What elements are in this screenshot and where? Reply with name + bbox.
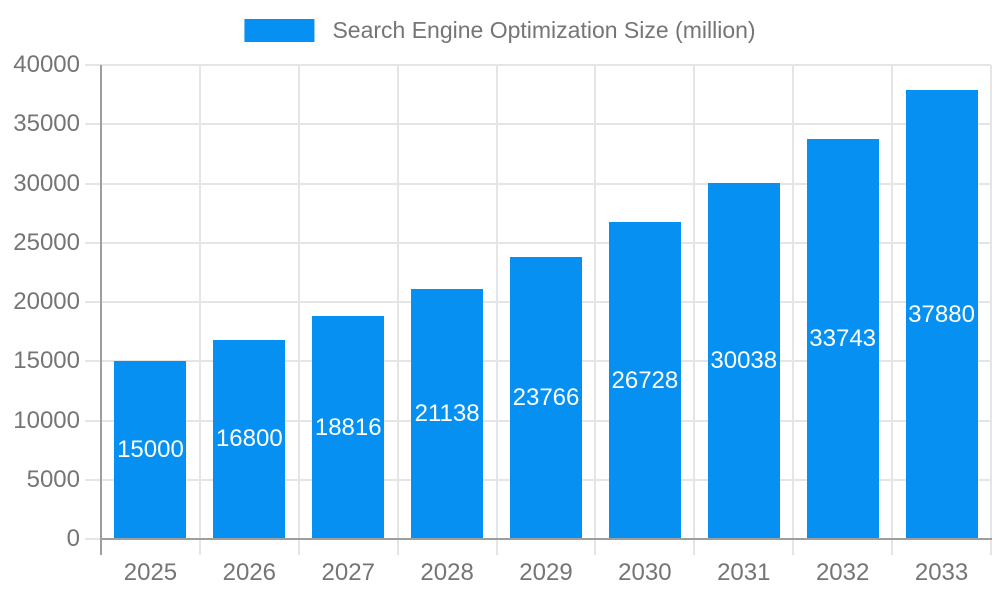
y-tick-label: 35000 (13, 110, 80, 138)
v-gridline (198, 65, 201, 555)
bar-value-label: 23766 (512, 384, 580, 412)
y-axis-tick (85, 538, 101, 540)
bar: 23766 (510, 257, 582, 539)
x-tick-label: 2033 (914, 559, 969, 586)
legend: Search Engine Optimization Size (million… (244, 17, 756, 43)
bar-value-label: 16800 (215, 425, 283, 453)
bar-value-label: 30038 (710, 347, 778, 375)
h-gridline (85, 182, 991, 185)
bar: 37880 (905, 90, 978, 539)
bar-value-label: 18816 (314, 413, 382, 441)
y-tick-label: 5000 (26, 465, 80, 493)
bar: 33743 (806, 139, 879, 539)
bar-value-label: 15000 (117, 436, 184, 464)
x-tick-label: 2027 (321, 559, 375, 586)
y-tick-label: 10000 (13, 406, 80, 434)
v-gridline (990, 65, 992, 555)
bar-value-label: 26728 (611, 366, 679, 394)
bar: 30038 (707, 183, 780, 539)
y-tick-label: 30000 (13, 169, 80, 197)
v-gridline (594, 65, 597, 555)
x-tick-label: 2025 (123, 559, 178, 586)
bar: 16800 (213, 339, 286, 539)
x-tick-label: 2028 (420, 559, 474, 586)
bar-value-label: 33743 (809, 325, 877, 353)
bar: 21138 (411, 288, 484, 539)
y-tick-label: 20000 (13, 288, 80, 315)
v-gridline (297, 65, 300, 555)
h-gridline (85, 123, 991, 126)
v-gridline (495, 65, 498, 555)
bar: 26728 (608, 222, 681, 539)
y-tick-label: 0 (66, 525, 80, 552)
h-gridline (85, 241, 991, 244)
v-gridline (891, 65, 894, 555)
bar: 15000 (114, 361, 187, 539)
bar: 18816 (312, 316, 385, 539)
v-gridline (396, 65, 399, 555)
legend-swatch (244, 19, 315, 43)
x-tick-label: 2030 (618, 559, 672, 586)
bar-value-label: 21138 (414, 399, 480, 427)
y-axis (100, 65, 102, 555)
legend-label: Search Engine Optimization Size (million… (332, 17, 756, 43)
bar-value-label: 37880 (908, 300, 975, 328)
v-gridline (792, 65, 795, 555)
y-tick-label: 15000 (13, 347, 80, 375)
x-tick-label: 2029 (519, 559, 573, 586)
x-tick-label: 2031 (717, 559, 771, 586)
h-gridline (85, 64, 991, 66)
y-tick-label: 25000 (13, 228, 80, 256)
x-tick-label: 2032 (815, 559, 870, 586)
x-tick-label: 2026 (222, 559, 277, 586)
x-axis (100, 538, 992, 540)
y-tick-label: 40000 (13, 51, 80, 78)
v-gridline (693, 65, 696, 555)
